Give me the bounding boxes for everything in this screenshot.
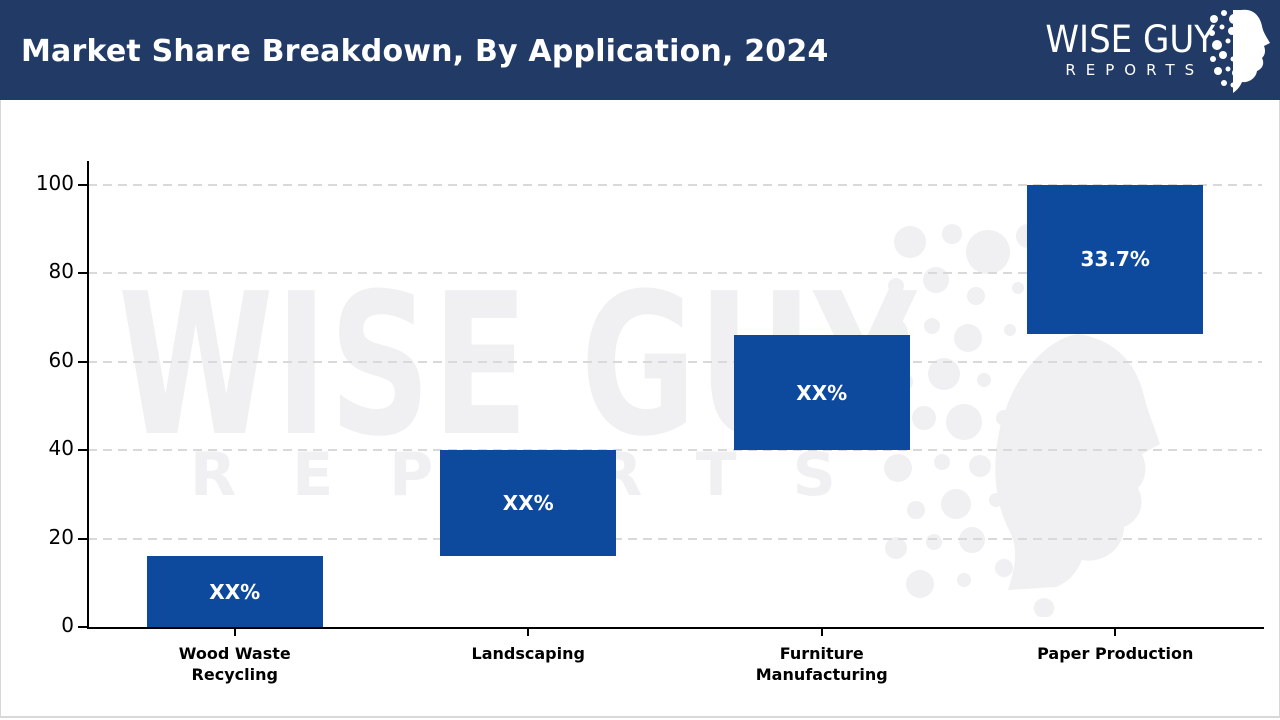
gridline — [88, 360, 1262, 363]
x-tick-mark — [527, 629, 530, 636]
figure-border-bottom — [0, 716, 1280, 718]
y-tick-mark — [78, 449, 88, 452]
brand-logo-text: WISE GUY REPORTS — [1038, 18, 1222, 79]
x-tick-mark — [1114, 629, 1117, 636]
head-dots-icon — [1209, 9, 1270, 93]
y-tick-mark — [78, 360, 88, 363]
brand-logo: WISE GUY REPORTS — [1038, 5, 1270, 95]
y-tick-mark — [78, 537, 88, 540]
gridline — [88, 449, 1262, 452]
category-label: Paper Production — [1037, 644, 1194, 663]
bar-value-label: XX% — [209, 579, 261, 604]
bar-value-label: XX% — [502, 491, 554, 516]
category-label: Landscaping — [471, 644, 585, 663]
y-tick-label: 100 — [35, 171, 74, 195]
bar: 33.7% — [1027, 185, 1204, 334]
y-tick-label: 80 — [48, 259, 74, 284]
page-title: Market Share Breakdown, By Application, … — [21, 34, 829, 69]
y-axis-line — [87, 161, 89, 629]
bar: XX% — [146, 556, 323, 627]
gridline — [88, 272, 1262, 275]
y-tick-label: 40 — [48, 436, 74, 461]
y-tick-label: 0 — [61, 613, 74, 637]
gridline — [88, 184, 1262, 186]
figure-border-left — [0, 100, 1, 716]
brand-name: WISE GUY — [1044, 18, 1215, 62]
y-tick-mark — [78, 626, 88, 628]
category-label: Wood Waste Recycling — [178, 644, 291, 684]
bar-value-label: XX% — [796, 380, 848, 405]
x-tick-mark — [233, 629, 236, 636]
brand-subtitle: REPORTS — [1065, 60, 1205, 79]
y-tick-label: 20 — [48, 524, 74, 549]
x-tick-mark — [820, 629, 823, 636]
header-bar: Market Share Breakdown, By Application, … — [0, 0, 1280, 100]
y-tick-mark — [78, 184, 88, 186]
bar: XX% — [440, 450, 617, 557]
gridline — [88, 537, 1262, 540]
y-tick-label: 60 — [48, 347, 74, 372]
bar: XX% — [733, 335, 910, 451]
y-tick-mark — [78, 272, 88, 275]
bar-value-label: 33.7% — [1080, 247, 1150, 272]
x-axis-line — [87, 627, 1264, 629]
category-label: Furniture Manufacturing — [755, 644, 888, 684]
